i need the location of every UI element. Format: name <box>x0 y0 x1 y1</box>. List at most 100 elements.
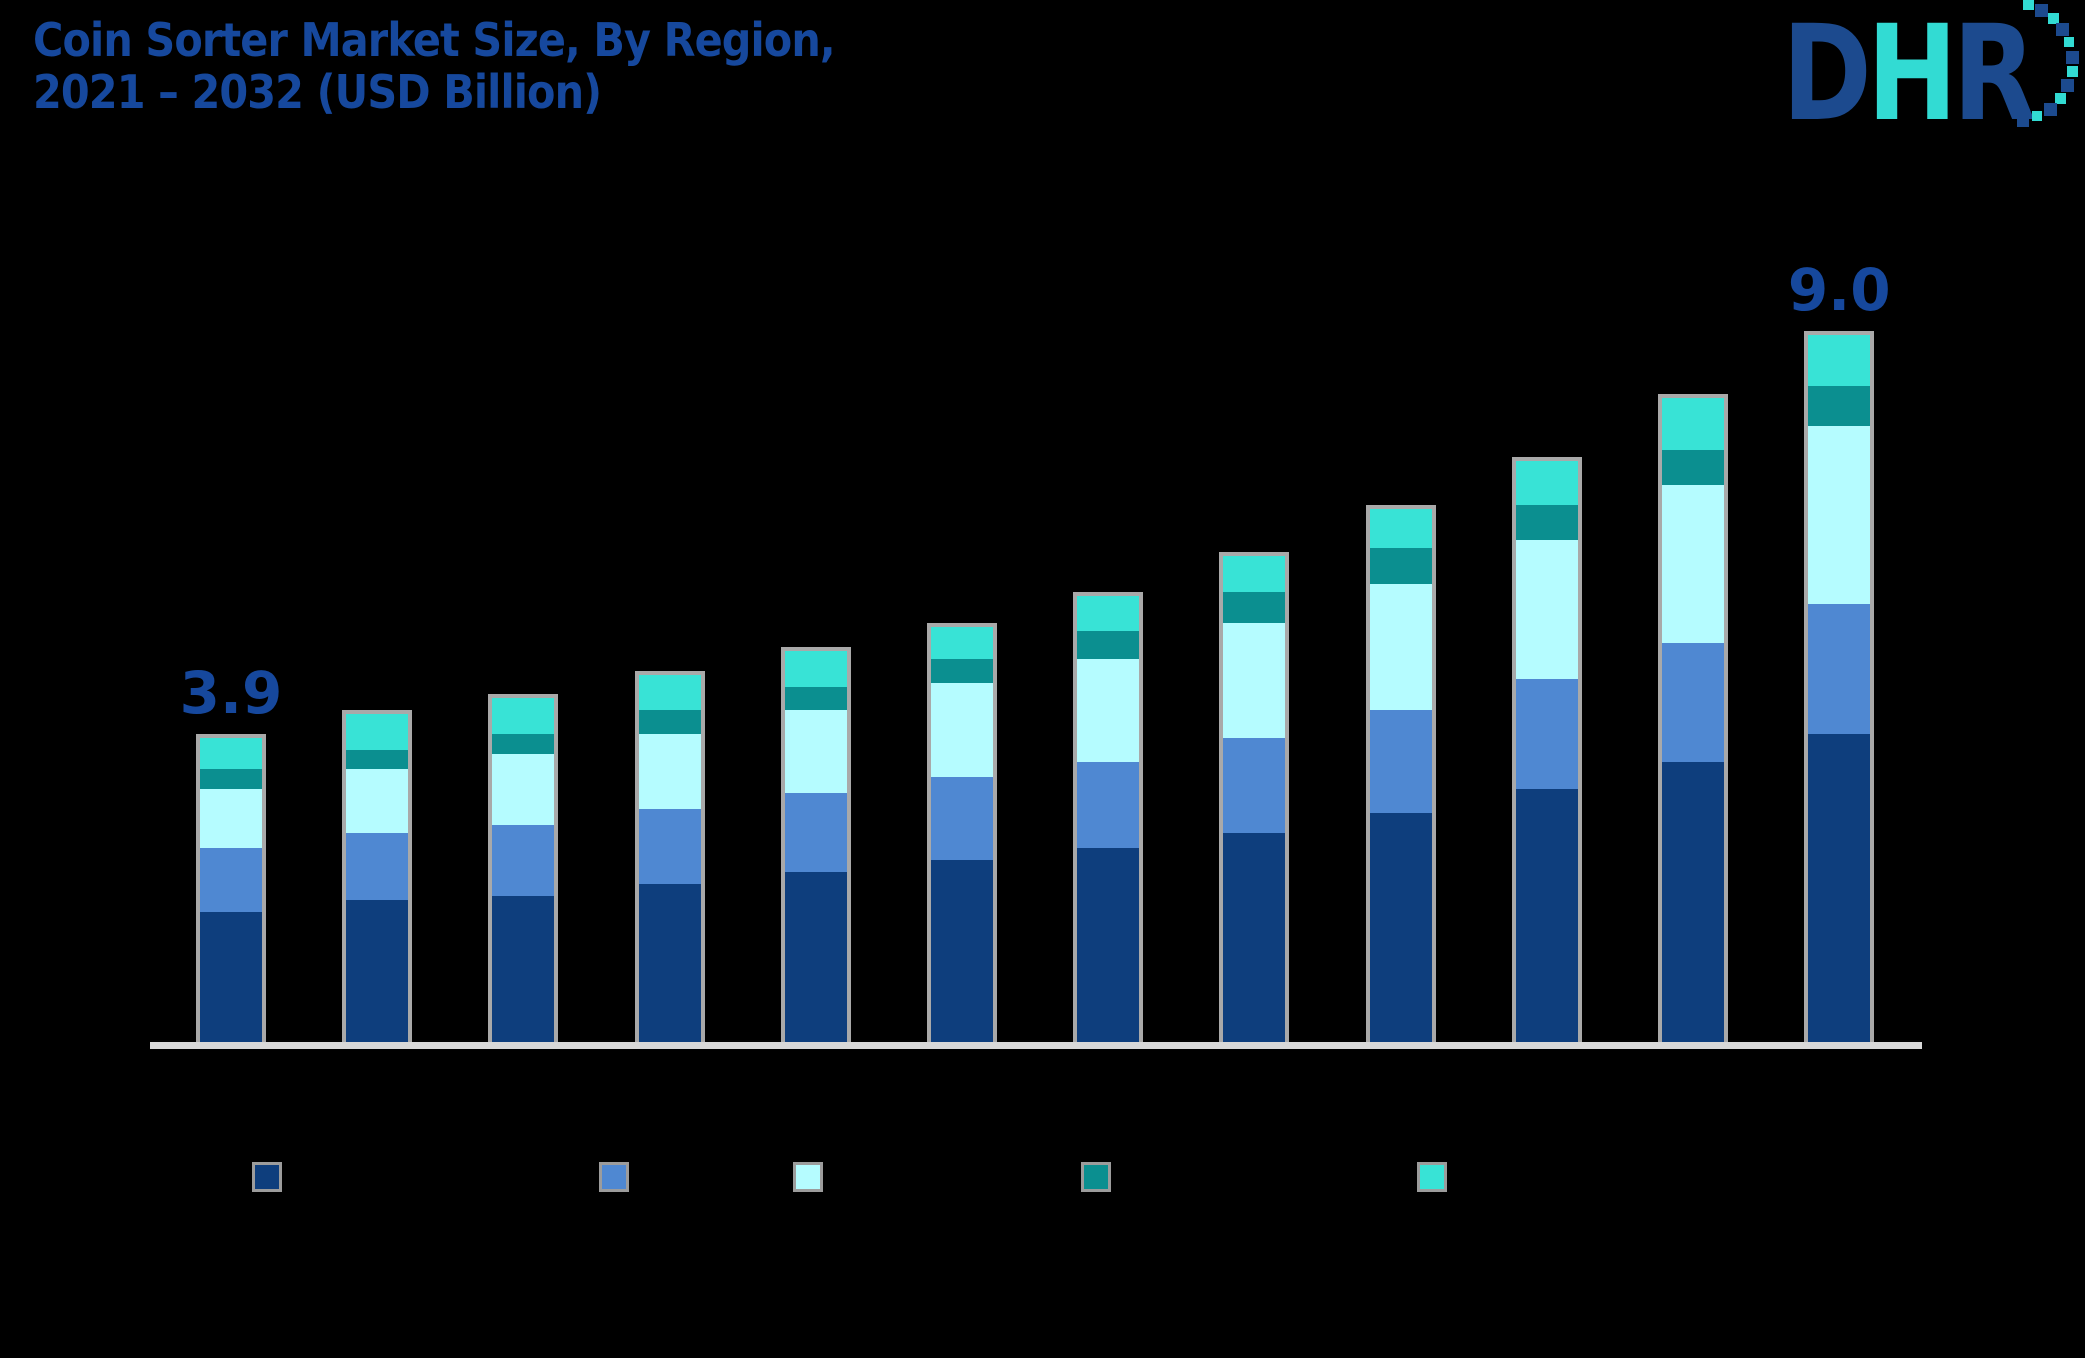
bar-segment-turquoise-2024 <box>638 674 701 711</box>
bar-segment-blue-2021 <box>200 848 262 912</box>
bar-segment-teal-2023 <box>492 733 555 754</box>
logo-burst-dot <box>2022 0 2034 10</box>
bar-segment-blue-2025 <box>784 793 847 873</box>
bar-segment-turquoise-2027 <box>1077 595 1140 632</box>
bar-segment-navy-2021 <box>200 911 262 1046</box>
bar-segment-blue-2022 <box>346 832 409 900</box>
bar-2025 <box>780 647 851 1046</box>
bar-segment-blue-2030 <box>1515 678 1578 790</box>
bar-segment-blue-2032 <box>1808 603 1871 734</box>
bar-segment-navy-2032 <box>1808 733 1871 1046</box>
bar-segment-navy-2024 <box>638 884 701 1046</box>
bar-segment-pale-cyan-2032 <box>1808 425 1871 604</box>
bar-segment-pale-cyan-2026 <box>931 682 993 778</box>
bar-segment-teal-2028 <box>1223 591 1286 624</box>
logo-burst-dot <box>2055 22 2069 36</box>
legend-chip-blue <box>599 1162 629 1192</box>
bar-segment-teal-2031 <box>1662 449 1724 486</box>
x-axis-line <box>150 1042 1922 1049</box>
bar-2028 <box>1219 552 1290 1046</box>
bar-2029 <box>1365 504 1436 1046</box>
bar-segment-pale-cyan-2023 <box>492 753 555 825</box>
bar-segment-navy-2023 <box>492 895 555 1046</box>
logo-letter-d: D <box>1782 0 1872 151</box>
logo-burst-dot <box>2034 3 2048 17</box>
legend-chip-pale-cyan <box>793 1162 823 1192</box>
bar-2021 <box>196 733 266 1046</box>
bar-segment-teal-2029 <box>1369 548 1432 584</box>
bar-segment-pale-cyan-2030 <box>1515 540 1578 679</box>
bar-2031 <box>1658 394 1728 1046</box>
bar-segment-teal-2027 <box>1077 631 1140 659</box>
bar-segment-blue-2029 <box>1369 710 1432 813</box>
logo-letter-h: H <box>1866 0 1958 151</box>
logo-burst-dot <box>2017 115 2029 127</box>
bar-segment-teal-2026 <box>931 658 993 683</box>
bar-segment-teal-2021 <box>200 769 262 790</box>
bar-segment-navy-2027 <box>1077 848 1140 1046</box>
bar-segment-pale-cyan-2028 <box>1223 623 1286 738</box>
logo-burst-dot <box>2064 37 2074 47</box>
bar-segment-turquoise-2023 <box>492 698 555 734</box>
bar-value-label-2032: 9.0 <box>1787 256 1891 324</box>
logo-burst-dot <box>2054 92 2066 104</box>
bar-segment-teal-2024 <box>638 710 701 734</box>
logo-burst-dot <box>2032 111 2042 121</box>
bar-segment-blue-2027 <box>1077 761 1140 849</box>
bar-segment-pale-cyan-2025 <box>784 710 847 794</box>
logo-burst-dot <box>2066 65 2078 77</box>
bar-2032 <box>1804 331 1875 1046</box>
page-title: Coin Sorter Market Size, By Region, 2021… <box>33 13 836 119</box>
bar-segment-turquoise-2025 <box>784 651 847 687</box>
logo-burst-dot <box>2065 50 2079 64</box>
bar-segment-pale-cyan-2031 <box>1662 485 1724 644</box>
bar-segment-navy-2031 <box>1662 761 1724 1046</box>
bar-2026 <box>927 623 997 1046</box>
bar-segment-teal-2022 <box>346 749 409 770</box>
bar-segment-turquoise-2021 <box>200 737 262 770</box>
bar-segment-turquoise-2028 <box>1223 556 1286 592</box>
bar-segment-turquoise-2026 <box>931 627 993 659</box>
bar-segment-navy-2029 <box>1369 812 1432 1046</box>
logo-burst-dot <box>2060 78 2074 92</box>
bar-segment-blue-2023 <box>492 824 555 896</box>
bar-segment-turquoise-2031 <box>1662 398 1724 450</box>
logo-burst-dot <box>2047 12 2059 24</box>
bar-2022 <box>342 710 413 1046</box>
bar-segment-pale-cyan-2029 <box>1369 583 1432 711</box>
bar-segment-teal-2030 <box>1515 504 1578 541</box>
legend-chip-turquoise <box>1417 1162 1447 1192</box>
bar-segment-pale-cyan-2021 <box>200 789 262 849</box>
bar-segment-pale-cyan-2022 <box>346 769 409 833</box>
logo-burst-dot <box>2043 102 2057 116</box>
legend-chip-teal <box>1081 1162 1111 1192</box>
bar-2027 <box>1073 591 1144 1046</box>
page-title-line2: 2021 – 2032 (USD Billion) <box>33 65 602 119</box>
bar-segment-turquoise-2022 <box>346 714 409 750</box>
brand-logo: DHR <box>1782 8 2036 140</box>
bar-segment-blue-2026 <box>931 777 993 861</box>
bar-segment-navy-2026 <box>931 860 993 1046</box>
bar-segment-navy-2028 <box>1223 832 1286 1046</box>
bar-segment-teal-2032 <box>1808 386 1871 426</box>
bar-segment-blue-2031 <box>1662 643 1724 762</box>
bar-segment-blue-2024 <box>638 808 701 885</box>
legend-chip-navy <box>252 1162 282 1192</box>
bar-value-label-2021: 3.9 <box>179 658 283 727</box>
bar-2030 <box>1511 457 1582 1046</box>
bar-segment-navy-2030 <box>1515 789 1578 1046</box>
bar-segment-pale-cyan-2027 <box>1077 658 1140 762</box>
bar-2024 <box>634 670 705 1046</box>
bar-2023 <box>488 694 559 1046</box>
bar-segment-teal-2025 <box>784 686 847 711</box>
bar-segment-navy-2022 <box>346 899 409 1046</box>
bar-segment-turquoise-2030 <box>1515 461 1578 505</box>
bar-segment-turquoise-2032 <box>1808 335 1871 387</box>
bar-segment-navy-2025 <box>784 872 847 1046</box>
bar-segment-pale-cyan-2024 <box>638 733 701 809</box>
bar-segment-turquoise-2029 <box>1369 508 1432 549</box>
page-title-line1: Coin Sorter Market Size, By Region, <box>33 13 836 67</box>
